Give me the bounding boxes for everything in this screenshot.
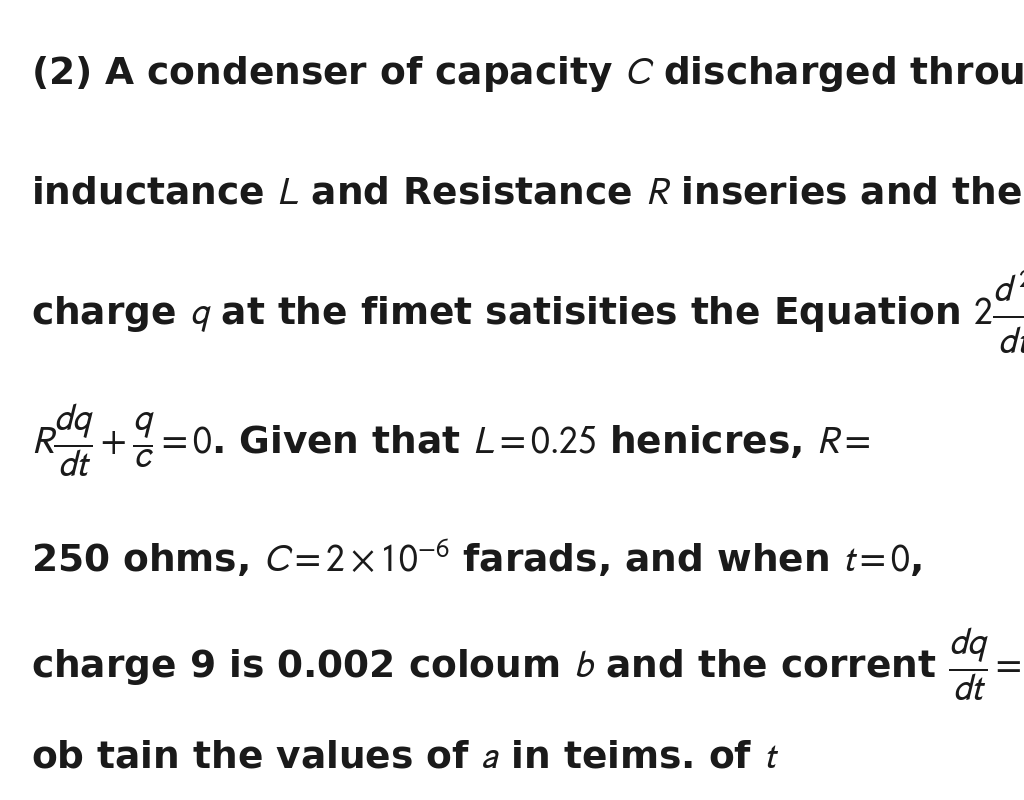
Text: charge 9 is 0.002 coloum $\mathit{b}$ and the corrent $\dfrac{dq}{dt} = 0$,: charge 9 is 0.002 coloum $\mathit{b}$ an… <box>31 625 1024 702</box>
Text: ob tain the values of $\mathit{a}$ in teims. of $\mathit{t}$: ob tain the values of $\mathit{a}$ in te… <box>31 740 779 776</box>
Text: $\mathit{R}\dfrac{dq}{dt} + \dfrac{q}{c} = 0$. Given that $\mathit{L} = 0.25$ he: $\mathit{R}\dfrac{dq}{dt} + \dfrac{q}{c}… <box>31 401 870 478</box>
Text: 250 ohms, $\mathit{C} = 2 \times 10^{-6}$ farads, and when $\mathit{t} = 0$,: 250 ohms, $\mathit{C} = 2 \times 10^{-6}… <box>31 538 922 580</box>
Text: charge $\mathit{q}$ at the fimet satisities the Equation $2\dfrac{d^2q}{dt^2}$ +: charge $\mathit{q}$ at the fimet satisit… <box>31 267 1024 355</box>
Text: inductance $\mathit{L}$ and Resistance $\mathit{R}$ inseries and the: inductance $\mathit{L}$ and Resistance $… <box>31 176 1022 212</box>
Text: (2) A condenser of capacity $\mathit{C}$ discharged through an: (2) A condenser of capacity $\mathit{C}$… <box>31 54 1024 94</box>
